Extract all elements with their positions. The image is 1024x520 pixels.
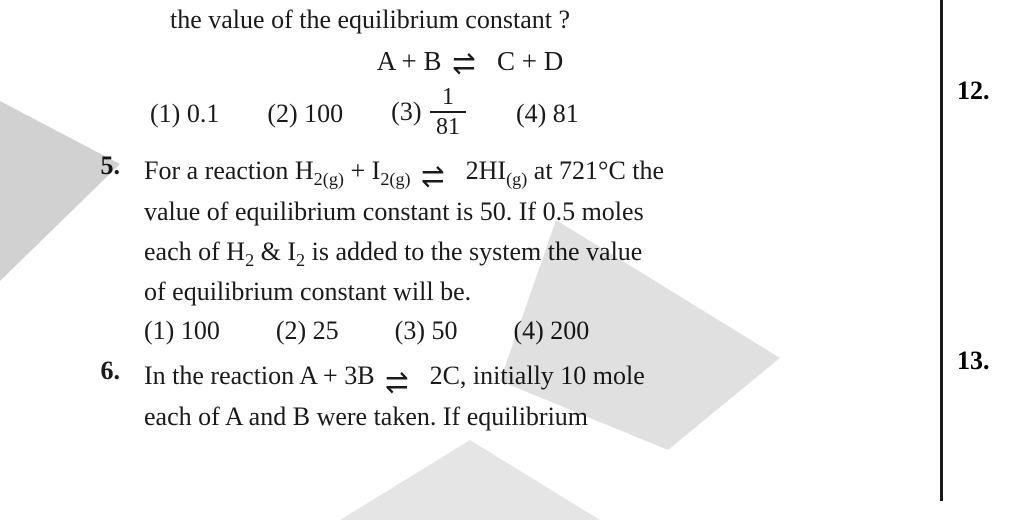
option-1: (1) 0.1 <box>150 99 219 129</box>
sub-2-icon: 2 <box>245 250 254 270</box>
option-4: (4) 81 <box>516 99 579 129</box>
fraction-numerator: 1 <box>430 85 466 113</box>
q5-l3-a: each of H <box>144 237 245 266</box>
page-content: the value of the equilibrium constant ? … <box>80 0 900 437</box>
q5-line2: value of equilibrium constant is 50. If … <box>144 192 900 232</box>
question-6: 6. In the reaction A + 3B 2C, initially … <box>80 356 900 437</box>
equilibrium-arrows-icon <box>421 163 455 183</box>
q5-options: (1) 100 (2) 25 (3) 50 (4) 200 <box>144 316 900 346</box>
q5-l1-b: + I <box>344 156 380 185</box>
question-5: 5. For a reaction H2(g) + I2(g) 2HI(g) a… <box>80 151 900 312</box>
option-3: (3) 1 81 <box>391 87 468 141</box>
intro-trailing-line: the value of the equilibrium constant ? <box>170 0 900 40</box>
eqn-lhs: A + B <box>377 46 442 76</box>
watermark-shape-icon <box>340 440 600 520</box>
question-6-body: In the reaction A + 3B 2C, initially 10 … <box>144 356 900 437</box>
sub-2g-icon: 2(g) <box>380 169 410 189</box>
eqn-rhs: C + D <box>497 46 563 76</box>
question-5-body: For a reaction H2(g) + I2(g) 2HI(g) at 7… <box>144 151 900 312</box>
fraction-denominator: 81 <box>430 113 466 139</box>
question-number-6: 6. <box>80 356 120 437</box>
q5-option-1: (1) 100 <box>144 316 220 346</box>
option-3-prefix: (3) <box>391 97 421 126</box>
q5-option-4: (4) 200 <box>513 316 589 346</box>
q5-l1-d: at 721°C the <box>527 156 664 185</box>
question-number-5: 5. <box>80 151 120 312</box>
q5-line3: each of H2 & I2 is added to the system t… <box>144 232 900 272</box>
q5-line4: of equilibrium constant will be. <box>144 272 900 312</box>
fraction-icon: 1 81 <box>430 85 466 139</box>
right-number-12: 12. <box>957 76 990 106</box>
q5-l3-c: is added to the system the value <box>305 237 642 266</box>
equilibrium-arrows-icon <box>452 54 486 74</box>
q5-line1: For a reaction H2(g) + I2(g) 2HI(g) at 7… <box>144 151 900 191</box>
right-number-13: 13. <box>957 346 990 376</box>
equilibrium-arrows-icon <box>385 369 419 389</box>
q5-l1-c: 2HI <box>459 156 506 185</box>
q6-line2: each of A and B were taken. If equilibri… <box>144 397 900 437</box>
q5-option-2: (2) 25 <box>276 316 339 346</box>
q6-l1-a: In the reaction A + 3B <box>144 361 381 390</box>
q6-line1: In the reaction A + 3B 2C, initially 10 … <box>144 356 900 396</box>
q5-l3-b: & I <box>254 237 296 266</box>
sub-g-icon: (g) <box>506 169 527 189</box>
sub-2g-icon: 2(g) <box>314 169 344 189</box>
intro-options: (1) 0.1 (2) 100 (3) 1 81 (4) 81 <box>150 87 900 141</box>
q5-option-3: (3) 50 <box>395 316 458 346</box>
option-2: (2) 100 <box>267 99 343 129</box>
sub-2-icon: 2 <box>296 250 305 270</box>
q5-l1-a: For a reaction H <box>144 156 314 185</box>
intro-equation: A + B C + D <box>40 46 900 77</box>
right-column-border: 12. 13. <box>940 0 1012 501</box>
q6-l1-b: 2C, initially 10 mole <box>423 361 645 390</box>
